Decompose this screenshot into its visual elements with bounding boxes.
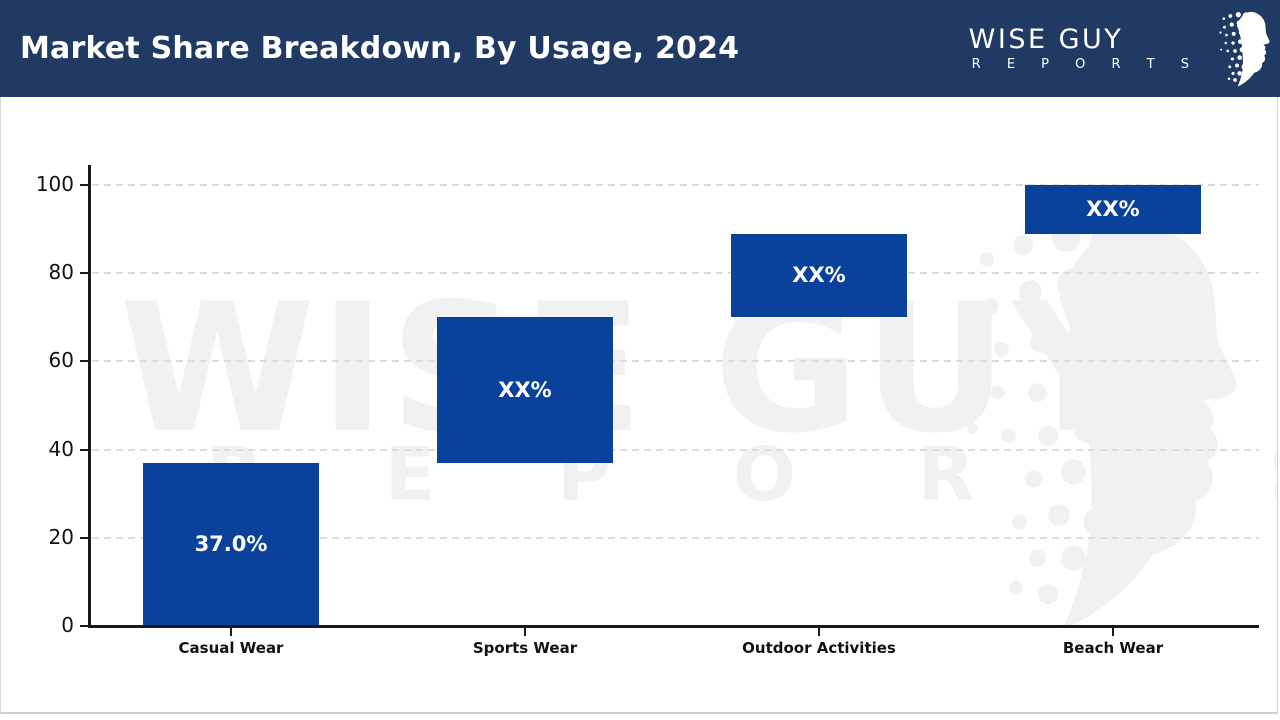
x-tick-label: Beach Wear: [1062, 639, 1164, 657]
x-axis-line: [88, 625, 1259, 628]
y-tick: [80, 360, 88, 363]
y-tick-label: 20: [48, 524, 74, 549]
bar-outdoor-activities: XX%: [731, 233, 907, 318]
brand-head-icon: [1204, 8, 1270, 90]
brand-tagline: R E P O R T S: [971, 57, 1200, 73]
bar-beach-wear: XX%: [1025, 185, 1201, 234]
x-tick: [818, 628, 820, 636]
chart-card: WISE GUY R E P O R T S 0 20 40 60 80 100 37.0%…: [0, 97, 1278, 714]
y-tick-label: 60: [48, 348, 74, 373]
bar-casual-wear: 37.0%: [143, 462, 319, 626]
y-tick: [80, 625, 88, 627]
bar-value-label: XX%: [792, 263, 846, 288]
y-tick-label: 100: [35, 172, 74, 196]
header-bar: Market Share Breakdown, By Usage, 2024 W…: [0, 0, 1280, 97]
page-title: Market Share Breakdown, By Usage, 2024: [20, 31, 740, 66]
x-tick-label: Casual Wear: [178, 639, 284, 657]
gridline: [92, 360, 1259, 363]
gridline: [92, 448, 1259, 451]
x-tick: [524, 628, 526, 636]
y-tick-label: 40: [48, 436, 74, 461]
bar-value-label: 37.0%: [194, 532, 268, 557]
y-tick: [80, 184, 88, 186]
bar-value-label: XX%: [498, 378, 552, 403]
watermark-brand-text: WISE GUY: [119, 265, 1145, 472]
y-axis-line: [88, 165, 91, 627]
bar-chart: 0 20 40 60 80 100 37.0% XX% XX% XX% Casual Wear Spo…: [1, 97, 1277, 712]
y-tick-label: 80: [48, 260, 74, 285]
bar-sports-wear: XX%: [437, 317, 613, 463]
brand-logo: WISE GUY R E P O R T S: [969, 8, 1270, 90]
bar-value-label: XX%: [1086, 197, 1140, 222]
gridline: [92, 536, 1259, 539]
brand-logo-text: WISE GUY R E P O R T S: [968, 23, 1200, 73]
gridline: [92, 184, 1259, 186]
x-tick-label: Sports Wear: [472, 639, 578, 657]
gridline: [92, 272, 1259, 275]
y-tick: [80, 536, 88, 539]
y-tick: [80, 272, 88, 275]
y-tick-label: 0: [61, 613, 74, 637]
brand-name: WISE GUY: [968, 23, 1124, 55]
x-tick: [1112, 628, 1114, 636]
y-tick: [80, 448, 88, 451]
x-tick-label: Outdoor Activities: [742, 639, 896, 657]
x-tick: [230, 628, 232, 636]
